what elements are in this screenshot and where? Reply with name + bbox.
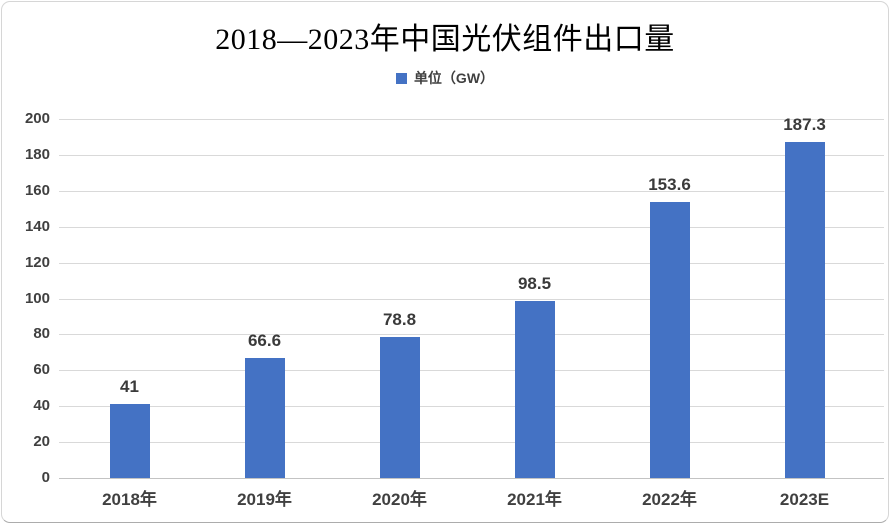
plot-gridlines: [59, 119, 884, 479]
bar-2023E: [784, 141, 825, 478]
chart-title: 2018—2023年中国光伏组件出口量: [215, 23, 675, 56]
bar-2019年: [244, 358, 285, 478]
bar-slot-2018年: 41: [62, 119, 197, 478]
bar-value-label-2020年: 78.8: [382, 309, 417, 329]
gridline-100: [59, 298, 884, 300]
y-tick-label-180: 180: [24, 145, 50, 163]
bar-slot-2022年: 153.6: [602, 119, 737, 478]
x-tick-label-2020年: 2020年: [372, 490, 427, 509]
bar-value-label-2023E: 187.3: [783, 114, 826, 134]
gridline-140: [59, 226, 884, 228]
y-tick-label-200: 200: [24, 110, 50, 127]
x-axis: 2018年 2019年 2020年 2021年 2022年 2023E: [62, 488, 872, 514]
legend-label: 单位（GW）: [413, 70, 495, 86]
legend-swatch-icon: [395, 72, 407, 84]
bar-2022年: [649, 202, 690, 478]
bar-value-label-2021年: 98.5: [517, 274, 552, 294]
gridline-60: [59, 370, 884, 372]
y-tick-label-140: 140: [24, 217, 50, 235]
y-tick-label-0: 0: [41, 469, 50, 486]
y-tick-label-60: 60: [33, 361, 50, 379]
gridline-20: [59, 442, 884, 444]
bar-slot-2020年: 78.8: [332, 119, 467, 478]
y-tick-label-40: 40: [33, 397, 50, 415]
legend: 单位（GW）: [2, 68, 888, 88]
bar-value-label-2018年: 41: [120, 377, 139, 397]
bar-slot-2023E: 187.3: [737, 115, 872, 478]
gridline-0: [59, 478, 884, 479]
bar-value-label-2022年: 153.6: [648, 175, 691, 195]
y-tick-label-160: 160: [24, 181, 50, 199]
x-tick-label-2021年: 2021年: [507, 490, 562, 509]
x-tick-label-2022年: 2022年: [642, 490, 697, 509]
gridline-120: [59, 262, 884, 264]
y-tick-label-100: 100: [24, 289, 50, 307]
y-tick-label-20: 20: [33, 433, 50, 451]
bar-value-label-2019年: 66.6: [247, 331, 282, 351]
x-tick-label-2019年: 2019年: [237, 490, 292, 509]
x-tick-label-2018年: 2018年: [102, 490, 157, 509]
y-tick-label-120: 120: [24, 253, 50, 271]
y-tick-label-80: 80: [33, 325, 50, 343]
plot-area: 41 66.6 78.8 98.5 153.6 187.3: [62, 115, 872, 478]
bar-slot-2019年: 66.6: [197, 119, 332, 478]
bar-2021年: [514, 301, 555, 478]
gridline-80: [59, 334, 884, 336]
gridline-180: [59, 154, 884, 156]
y-axis: 0 20 40 60 80 100 120 140 160 180 200: [2, 110, 50, 486]
gridline-160: [59, 190, 884, 192]
gridline-200: [59, 119, 884, 120]
gridline-40: [59, 406, 884, 408]
x-tick-label-2023E: 2023E: [779, 490, 830, 509]
bar-2020年: [379, 336, 420, 478]
bar-2018年: [109, 404, 150, 478]
bar-slot-2021年: 98.5: [467, 119, 602, 478]
